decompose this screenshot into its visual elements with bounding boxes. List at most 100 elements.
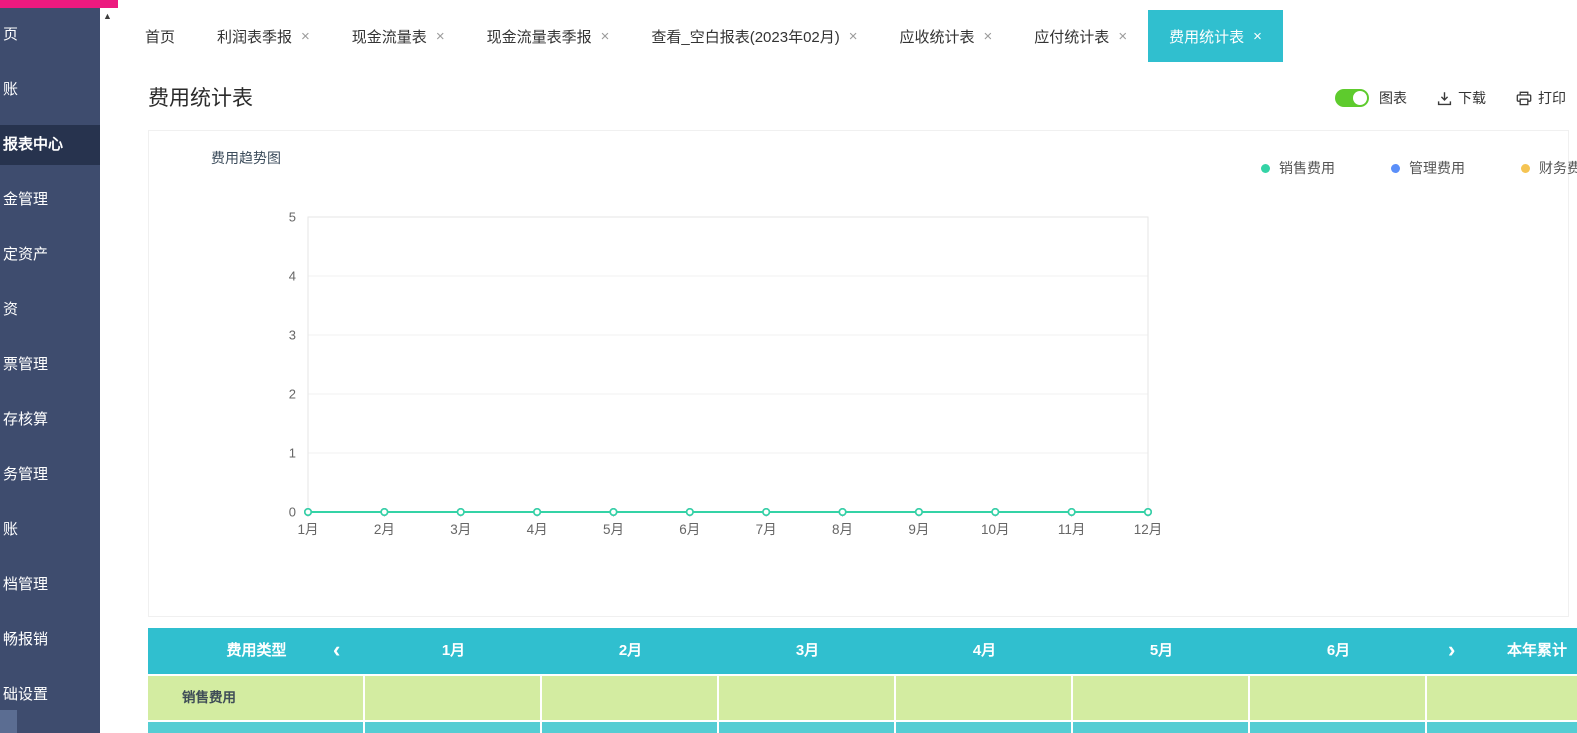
tab-close-icon[interactable]: ×	[1253, 27, 1262, 45]
table-cell	[365, 722, 542, 733]
tab-label: 查看_空白报表(2023年02月)	[651, 28, 840, 46]
page-title: 费用统计表	[148, 87, 253, 110]
column-header: 2月	[618, 642, 643, 659]
tab-label: 费用统计表	[1169, 28, 1245, 46]
sidebar-item[interactable]: 账	[3, 81, 19, 98]
tab[interactable]: 现金流量表 ×	[331, 10, 466, 62]
tab[interactable]: 费用统计表 ×	[1148, 10, 1283, 62]
svg-text:7月: 7月	[756, 522, 777, 537]
svg-text:3月: 3月	[450, 522, 471, 537]
table-header-row: 费用类型 1月 2月 3月 4月 5月 6月 本年累计	[148, 628, 1577, 674]
chart-legend: 销售费用 管理费用 财务费用	[1261, 158, 1577, 178]
table-cell	[896, 722, 1073, 733]
tab[interactable]: 现金流量表季报 ×	[466, 10, 631, 62]
sidebar-item[interactable]: 票管理	[3, 356, 49, 373]
column-header: 本年累计	[1506, 642, 1567, 659]
sidebar-item[interactable]: 存核算	[3, 411, 49, 428]
sidebar-item-active[interactable]: 报表中心	[0, 125, 100, 165]
table-cell	[719, 722, 896, 733]
toolbar: 图表 下载 打印	[1335, 88, 1566, 108]
svg-text:4: 4	[289, 269, 296, 284]
scroll-up-icon[interactable]: ▲	[103, 11, 112, 21]
sidebar-item[interactable]: 档管理	[3, 576, 49, 593]
svg-text:4月: 4月	[527, 522, 548, 537]
column-header: 6月	[1326, 642, 1351, 659]
table-cell	[1073, 722, 1250, 733]
tab-close-icon[interactable]: ×	[600, 27, 610, 45]
table-cell	[719, 676, 896, 720]
expense-trend-chart: 0 1 2 3 4 5 1月 2月 3月 4月 5月 6月 7月 8月 9月 10月 11月 12月	[289, 210, 1163, 538]
tab-close-icon[interactable]: ×	[983, 27, 993, 45]
tab[interactable]: 查看_空白报表(2023年02月) ×	[630, 10, 878, 62]
tab-close-icon[interactable]: ×	[1118, 27, 1128, 45]
legend-label: 销售费用	[1279, 160, 1335, 176]
tab-close-icon[interactable]: ×	[435, 27, 445, 45]
column-header: 费用类型	[226, 642, 287, 659]
chart-toggle-group: 图表	[1335, 88, 1407, 108]
svg-text:12月: 12月	[1134, 522, 1163, 537]
legend-label: 财务费用	[1539, 160, 1577, 176]
table-scroll-next-button[interactable]: ›	[1448, 637, 1456, 662]
column-header: 5月	[1149, 642, 1174, 659]
row-label: 销售费用	[148, 676, 365, 720]
tab[interactable]: 应收统计表 ×	[879, 10, 1014, 62]
svg-text:5: 5	[289, 210, 296, 225]
sidebar-item[interactable]: 畅报销	[3, 631, 49, 648]
download-icon	[1437, 91, 1452, 105]
tab-close-icon[interactable]: ×	[848, 27, 858, 45]
tab-label: 应付统计表	[1034, 28, 1110, 46]
tab-label: 利润表季报	[217, 28, 293, 46]
column-header: 1月	[441, 642, 466, 659]
sidebar-item[interactable]: 页	[3, 26, 19, 43]
legend-item[interactable]: 财务费用	[1521, 158, 1577, 178]
legend-item[interactable]: 管理费用	[1391, 158, 1465, 178]
tab[interactable]: 利润表季报 ×	[196, 10, 331, 62]
table-row[interactable]: 销售费用	[148, 676, 1577, 720]
sidebar-item[interactable]: 账	[3, 521, 19, 538]
svg-text:2: 2	[289, 387, 296, 402]
sidebar-item[interactable]: 务管理	[3, 466, 49, 483]
tab-label: 应收统计表	[899, 28, 975, 46]
table-cell	[1250, 676, 1427, 720]
svg-text:10月: 10月	[981, 522, 1010, 537]
svg-text:6月: 6月	[679, 522, 700, 537]
svg-text:0: 0	[289, 505, 296, 520]
tab-label: 首页	[145, 28, 176, 46]
tab[interactable]: 首页	[124, 10, 196, 62]
legend-dot-icon	[1261, 163, 1270, 173]
table-cell	[1427, 676, 1577, 720]
table-row[interactable]	[148, 722, 1577, 733]
sidebar-item[interactable]: 定资产	[3, 246, 49, 263]
legend-label: 管理费用	[1409, 160, 1465, 176]
print-button[interactable]: 打印	[1516, 88, 1566, 108]
svg-text:1: 1	[289, 446, 296, 461]
sidebar-collapse-corner[interactable]	[0, 710, 17, 733]
legend-dot-icon	[1521, 163, 1530, 173]
svg-text:11月: 11月	[1058, 522, 1086, 537]
tab-close-icon[interactable]: ×	[301, 27, 310, 45]
print-label: 打印	[1538, 90, 1566, 106]
expense-table: 费用类型 1月 2月 3月 4月 5月 6月 本年累计 销售费用 ‹ ›	[148, 628, 1577, 733]
svg-text:2月: 2月	[374, 522, 395, 537]
tab[interactable]: 应付统计表 ×	[1013, 10, 1148, 62]
sidebar-item[interactable]: 金管理	[3, 191, 49, 208]
table-scroll-prev-button[interactable]: ‹	[333, 637, 341, 662]
column-header: 4月	[972, 642, 997, 659]
sidebar-item[interactable]: 础设置	[3, 686, 49, 703]
sidebar: 页账报表中心 金管理 定资产资票管理 存核算 务管理账档管理 畅报销 础设置	[0, 8, 100, 733]
sidebar-item[interactable]: 资	[3, 301, 19, 318]
legend-item[interactable]: 销售费用	[1261, 158, 1335, 178]
table-cell	[1073, 676, 1250, 720]
row-label	[148, 722, 365, 733]
table-cell	[542, 676, 719, 720]
chart-title: 费用趋势图	[211, 150, 281, 166]
tab-bar: 首页 利润表季报 × 现金流量表 × 现金流量表季报 × 查看_空白报表(2023年02月) ×…	[118, 10, 1577, 62]
table-cell	[1250, 722, 1427, 733]
tab-label: 现金流量表	[351, 28, 427, 46]
chart-toggle[interactable]	[1335, 89, 1369, 107]
sidebar-scrollbar[interactable]: ▲	[100, 8, 115, 733]
svg-text:1月: 1月	[297, 522, 318, 537]
legend-dot-icon	[1391, 163, 1400, 173]
download-button[interactable]: 下载	[1437, 88, 1486, 108]
